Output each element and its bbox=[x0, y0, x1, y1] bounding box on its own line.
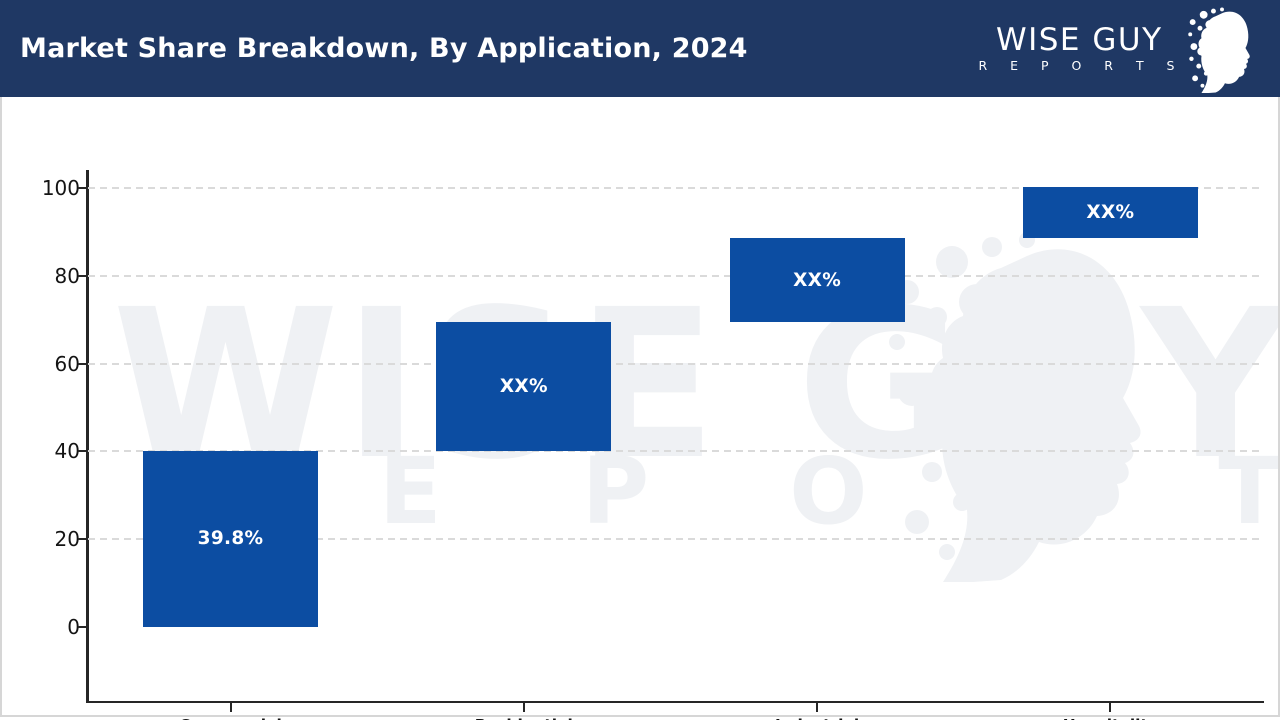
category-label-line: Residential bbox=[404, 715, 644, 720]
bar-value-label-commercial-buildings: 39.8% bbox=[197, 528, 264, 550]
y-tick-mark-80 bbox=[78, 274, 87, 277]
y-tick-label-60: 60 bbox=[54, 351, 80, 376]
wiseguy-logo-text: WISE GUY R E P O R T S bbox=[974, 24, 1184, 73]
y-tick-mark-60 bbox=[78, 362, 87, 365]
gridline-100 bbox=[88, 187, 1264, 189]
gridline-60 bbox=[88, 362, 1264, 365]
bar-residential-buildings: XX% bbox=[436, 321, 612, 451]
y-tick-label-100: 100 bbox=[41, 176, 80, 200]
y-tick-mark-0 bbox=[78, 626, 87, 628]
gridline-20 bbox=[88, 538, 1264, 541]
wiseguy-logo-name: WISE GUY bbox=[995, 22, 1163, 58]
category-label-line: Industrial bbox=[697, 715, 937, 720]
bar-value-label-industrial-facilities: XX% bbox=[793, 269, 842, 291]
bar-value-label-hospitality: XX% bbox=[1086, 202, 1135, 224]
category-label-residential-buildings: ResidentialBuildings bbox=[404, 715, 644, 720]
category-label-line: Commercial bbox=[111, 715, 351, 720]
x-tick-mark-commercial-buildings bbox=[229, 703, 232, 712]
category-label-commercial-buildings: CommercialBuildings bbox=[111, 715, 351, 720]
wiseguy-logo-subtitle: R E P O R T S bbox=[978, 58, 1184, 73]
y-tick-label-0: 0 bbox=[67, 615, 80, 639]
y-tick-label-80: 80 bbox=[54, 263, 80, 288]
y-tick-mark-20 bbox=[78, 538, 87, 541]
plot-area: 0 20 40 60 80 100 39.8% CommercialBuildings XX% R… bbox=[0, 97, 1280, 720]
frame-border-left bbox=[0, 97, 2, 717]
category-label-industrial-facilities: IndustrialFacilities bbox=[697, 715, 937, 720]
category-label-hospitality: Hospitality bbox=[990, 715, 1230, 720]
category-label-line: Hospitality bbox=[990, 715, 1230, 720]
x-tick-mark-hospitality bbox=[1109, 703, 1112, 712]
frame-border-right bbox=[1278, 97, 1280, 717]
wiseguy-logo: WISE GUY R E P O R T S bbox=[974, 5, 1266, 93]
page-title: Market Share Breakdown, By Application, … bbox=[20, 33, 748, 64]
frame-border-bottom bbox=[0, 715, 1280, 717]
y-tick-mark-40 bbox=[78, 450, 87, 453]
face-logo-icon bbox=[1188, 6, 1250, 93]
x-axis-line bbox=[86, 700, 1264, 703]
y-tick-label-20: 20 bbox=[54, 527, 80, 552]
x-tick-mark-residential-buildings bbox=[522, 703, 525, 712]
gridline-80 bbox=[88, 274, 1264, 277]
bar-value-label-residential-buildings: XX% bbox=[499, 375, 548, 397]
gridline-40 bbox=[88, 450, 1264, 453]
bar-industrial-facilities: XX% bbox=[729, 238, 905, 322]
x-tick-mark-industrial-facilities bbox=[816, 703, 819, 712]
bar-commercial-buildings: 39.8% bbox=[143, 450, 318, 627]
y-tick-label-40: 40 bbox=[54, 439, 80, 464]
y-tick-mark-100 bbox=[78, 187, 87, 189]
y-axis-line bbox=[86, 170, 89, 703]
header-bar: Market Share Breakdown, By Application, … bbox=[0, 0, 1280, 97]
bar-hospitality: XX% bbox=[1022, 186, 1198, 239]
